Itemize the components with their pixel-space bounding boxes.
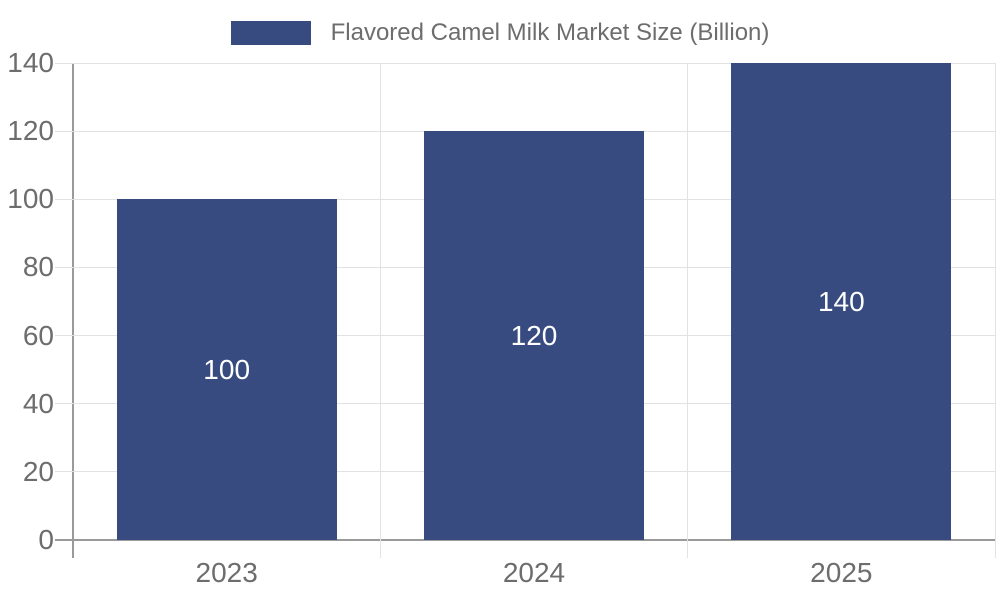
legend[interactable]: Flavored Camel Milk Market Size (Billion…: [0, 14, 1000, 52]
gridline-x-1: [379, 63, 381, 558]
legend-swatch: [230, 21, 311, 45]
y-tick-label-40: 40: [22, 387, 54, 419]
y-tick-label-140: 140: [7, 47, 54, 78]
y-tick-label-0: 0: [38, 524, 54, 555]
x-tick-label-2024: 2024: [502, 557, 566, 588]
x-tick-label-2025: 2025: [810, 557, 873, 588]
plot-area: 100 120 140: [55, 62, 996, 558]
bar-2023[interactable]: 100: [116, 199, 337, 540]
y-tick-label-20: 20: [22, 455, 54, 487]
bar-value-label: 120: [510, 319, 558, 351]
bar-2024[interactable]: 120: [424, 131, 644, 540]
gridline-x-3: [994, 63, 996, 558]
bar-value-label: 100: [203, 353, 251, 385]
y-axis-line: [72, 63, 74, 558]
gridline-y-140: [55, 62, 995, 64]
y-tick-label-60: 60: [22, 319, 54, 351]
x-tick-label-2023: 2023: [195, 557, 258, 588]
bar-value-label: 140: [817, 285, 865, 317]
y-tick-label-80: 80: [22, 251, 54, 283]
y-tick-label-120: 120: [7, 115, 54, 147]
bar-2025[interactable]: 140: [731, 63, 952, 540]
legend-label: Flavored Camel Milk Market Size (Billion…: [330, 19, 770, 46]
y-tick-label-100: 100: [7, 183, 54, 215]
gridline-x-2: [687, 63, 689, 558]
x-axis-line: [55, 539, 995, 541]
